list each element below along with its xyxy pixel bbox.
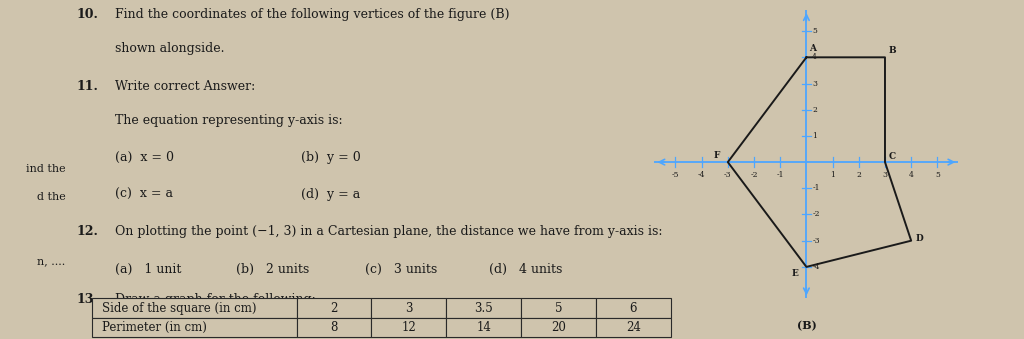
Text: n, ....: n, .... <box>37 256 66 266</box>
Text: Write correct Answer:: Write correct Answer: <box>115 80 255 93</box>
Text: On plotting the point (−1, 3) in a Cartesian plane, the distance we have from y-: On plotting the point (−1, 3) in a Carte… <box>115 225 663 238</box>
Text: A: A <box>810 44 816 53</box>
Text: -2: -2 <box>812 211 819 219</box>
Text: -3: -3 <box>724 171 731 179</box>
Text: (d)   4 units: (d) 4 units <box>489 263 562 276</box>
Text: -4: -4 <box>698 171 706 179</box>
Text: -2: -2 <box>751 171 758 179</box>
Text: ind the: ind the <box>26 164 66 175</box>
Text: 10.: 10. <box>77 8 98 21</box>
Text: E: E <box>792 269 799 278</box>
Text: shown alongside.: shown alongside. <box>115 42 224 55</box>
Text: 5: 5 <box>935 171 940 179</box>
Text: The equation representing y-axis is:: The equation representing y-axis is: <box>115 114 343 126</box>
Text: Draw a graph for the following:: Draw a graph for the following: <box>115 293 315 306</box>
Text: d the: d the <box>37 192 66 202</box>
Text: -1: -1 <box>776 171 784 179</box>
Text: -4: -4 <box>812 263 819 271</box>
Text: 2: 2 <box>812 106 817 114</box>
Text: Find the coordinates of the following vertices of the figure (B): Find the coordinates of the following ve… <box>115 8 510 21</box>
Text: 4: 4 <box>812 53 817 61</box>
Text: (c)   3 units: (c) 3 units <box>366 263 437 276</box>
Text: D: D <box>915 234 923 243</box>
Text: 12.: 12. <box>77 225 98 238</box>
Text: (a)  x = 0: (a) x = 0 <box>115 151 174 164</box>
Text: 1: 1 <box>830 171 835 179</box>
Text: (a)   1 unit: (a) 1 unit <box>115 263 181 276</box>
Text: C: C <box>889 153 896 161</box>
Text: 2: 2 <box>856 171 861 179</box>
Text: (c)  x = a: (c) x = a <box>115 188 173 201</box>
Text: -5: -5 <box>672 171 679 179</box>
Text: (B): (B) <box>797 320 816 331</box>
Text: 3: 3 <box>812 80 817 87</box>
Text: 13.: 13. <box>77 293 98 306</box>
Text: 3: 3 <box>883 171 888 179</box>
Text: 1: 1 <box>812 132 817 140</box>
Text: 5: 5 <box>812 27 817 35</box>
Text: (b)  y = 0: (b) y = 0 <box>301 151 360 164</box>
Text: -1: -1 <box>812 184 819 192</box>
Text: 11.: 11. <box>77 80 98 93</box>
Text: 4: 4 <box>908 171 913 179</box>
Text: -3: -3 <box>812 237 820 245</box>
Text: B: B <box>889 46 897 55</box>
Text: (d)  y = a: (d) y = a <box>301 188 359 201</box>
Text: (b)   2 units: (b) 2 units <box>236 263 309 276</box>
Text: F: F <box>714 151 720 160</box>
